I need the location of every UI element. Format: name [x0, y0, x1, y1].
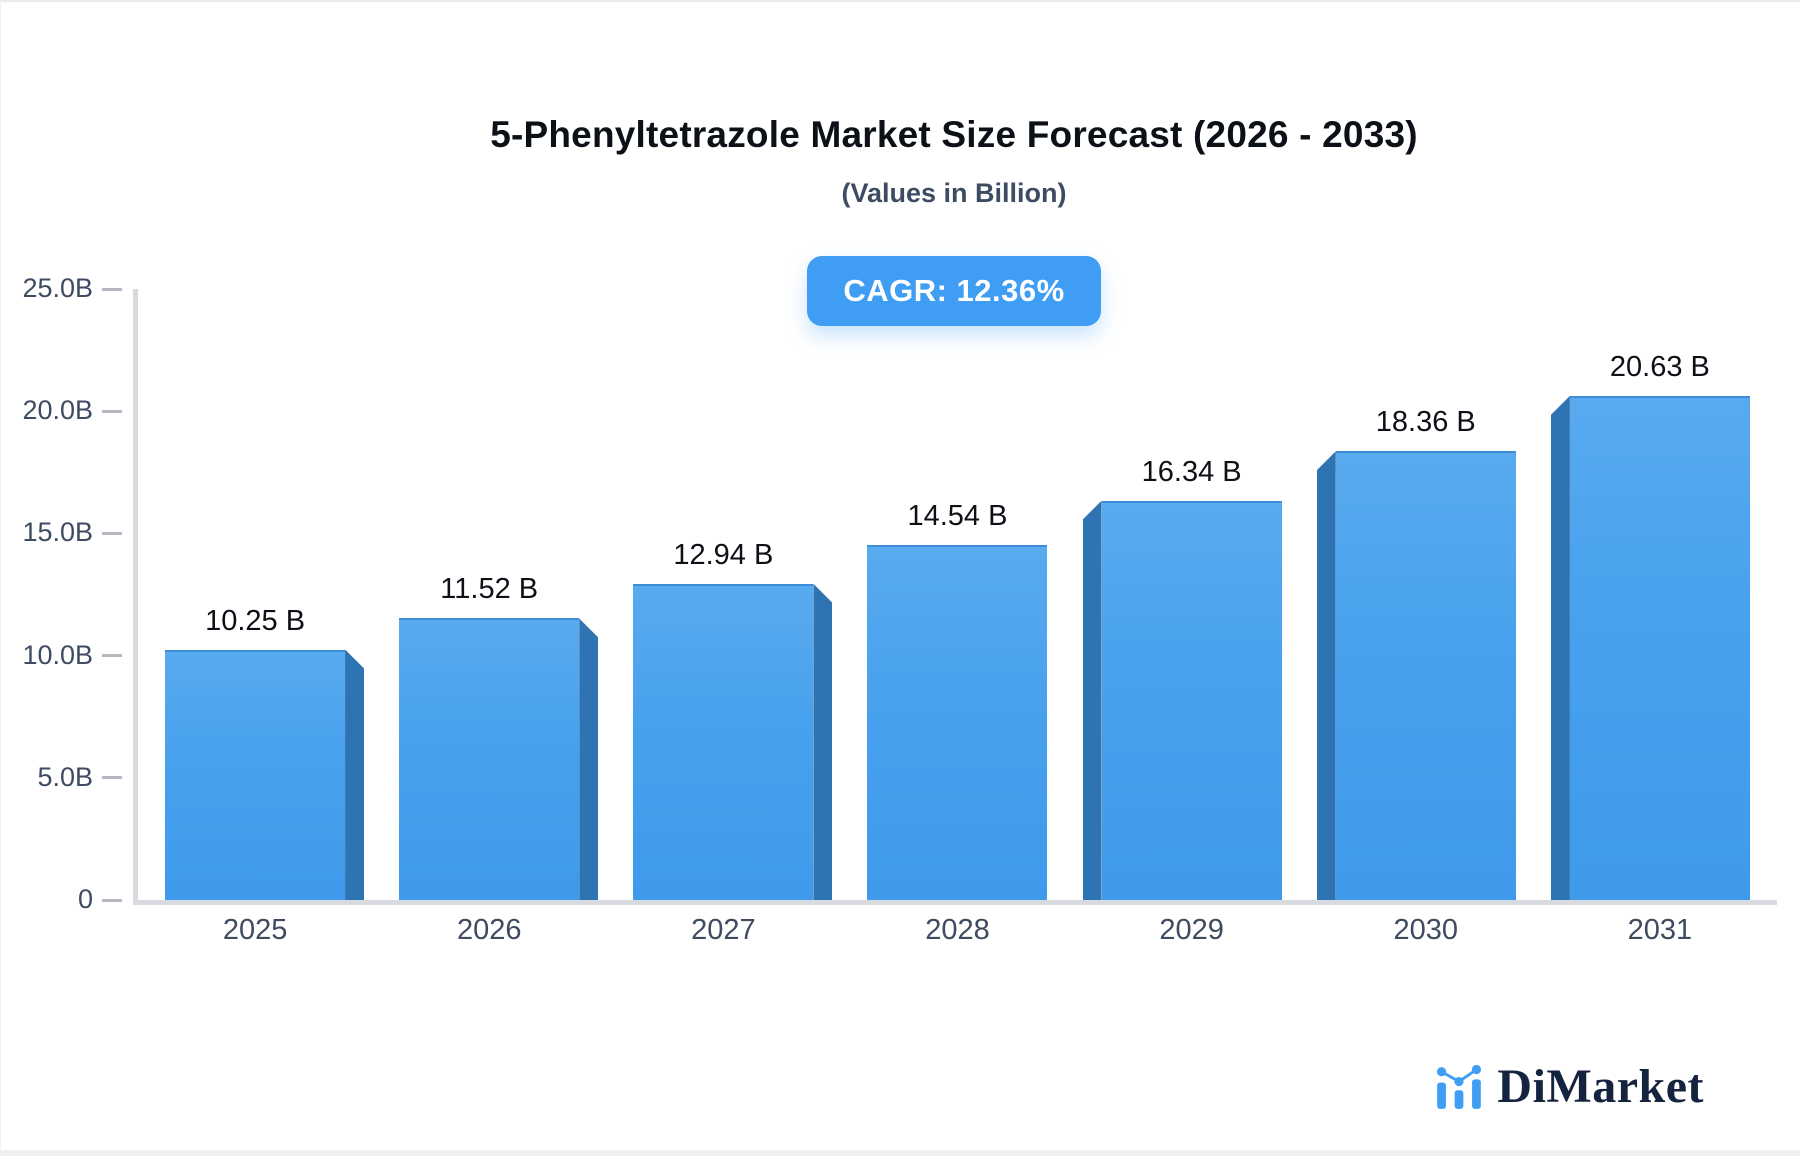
bar-group-2029: 16.34 B	[1075, 289, 1309, 900]
bar-side-2029	[1082, 500, 1102, 900]
bar-group-2030: 18.36 B	[1309, 289, 1543, 900]
y-axis-label: 0	[77, 884, 93, 914]
y-axis-label: 5.0B	[37, 761, 93, 792]
bar-group-2028: 14.54 B	[840, 289, 1074, 900]
x-axis-label-2031: 2031	[1627, 914, 1693, 946]
y-axis-label: 10.0B	[22, 639, 93, 670]
y-axis-label: 20.0B	[22, 395, 93, 426]
chart-title: 5-Phenyltetrazole Market Size Forecast (…	[490, 114, 1418, 155]
bar-value-label: 16.34 B	[1141, 455, 1242, 488]
y-axis-tick	[102, 898, 122, 902]
bar-value-label: 20.63 B	[1609, 350, 1710, 383]
y-axis-label: 15.0B	[22, 517, 93, 548]
brand-logo: DiMarket	[1435, 1059, 1704, 1114]
y-axis-label: 25.0B	[22, 273, 93, 303]
bar-2025[interactable]	[165, 649, 346, 900]
bar-2029[interactable]	[1101, 500, 1282, 900]
bar-series: 10.25 B 11.52 B 12.94 B 14.54 B 16.34 B 18.36…	[138, 289, 1777, 900]
bar-value-label: 11.52 B	[440, 573, 539, 606]
y-axis-tick	[102, 287, 122, 291]
y-axis-tick	[102, 409, 122, 413]
bar-group-2026: 11.52 B	[372, 289, 606, 900]
y-axis-tick	[102, 531, 122, 535]
y-axis-tick	[102, 654, 122, 658]
bar-2030[interactable]	[1335, 451, 1516, 900]
y-axis-tick	[102, 776, 122, 780]
x-axis-label-2030: 2030	[1393, 914, 1459, 946]
cagr-badge-row: CAGR: 12.36%	[131, 256, 1777, 326]
bar-value-label: 18.36 B	[1375, 406, 1476, 439]
x-axis-label-2026: 2026	[456, 914, 522, 946]
x-axis-label-2025: 2025	[222, 914, 288, 946]
bar-2031[interactable]	[1569, 395, 1750, 900]
bar-group-2027: 12.94 B	[606, 289, 840, 900]
bar-value-label: 14.54 B	[907, 499, 1008, 532]
bar-value-label: 12.94 B	[673, 538, 774, 571]
brand-name: DiMarket	[1497, 1060, 1704, 1113]
cagr-badge: CAGR: 12.36%	[807, 256, 1101, 326]
bar-side-2030	[1316, 451, 1336, 900]
bar-group-2031: 20.63 B	[1543, 289, 1777, 900]
bar-group-2025: 10.25 B	[138, 289, 372, 900]
bar-side-2026	[579, 618, 599, 900]
x-axis-label-2027: 2027	[691, 914, 756, 946]
x-axis: 2025 2026 2027 2028 2029 2030 2031	[138, 914, 1777, 947]
bar-side-2031	[1550, 395, 1570, 900]
bar-side-2027	[813, 583, 833, 900]
bar-line-chart-icon	[1437, 1064, 1482, 1109]
x-axis-label-2028: 2028	[925, 914, 990, 946]
bar-side-2025	[345, 649, 365, 900]
bar-2028[interactable]	[867, 544, 1048, 900]
bar-2026[interactable]	[399, 618, 580, 900]
x-axis-label-2029: 2029	[1159, 914, 1224, 946]
chart-subtitle: (Values in Billion)	[841, 178, 1067, 208]
plot-area	[133, 289, 1777, 905]
bar-value-label: 10.25 B	[205, 604, 306, 637]
bar-2027[interactable]	[633, 583, 814, 900]
